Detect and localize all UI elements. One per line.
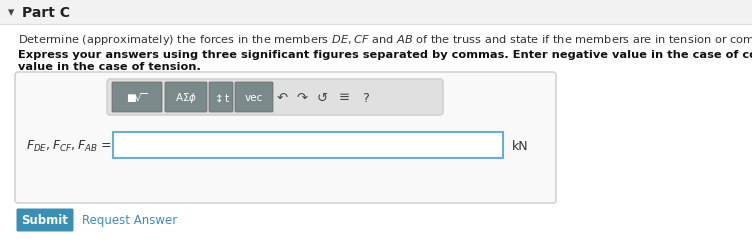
Text: A$\Sigma\phi$: A$\Sigma\phi$ (175, 91, 197, 105)
FancyBboxPatch shape (113, 133, 503, 158)
Text: $F_{DE}, F_{CF}, F_{AB}$ =: $F_{DE}, F_{CF}, F_{AB}$ = (26, 138, 112, 153)
Text: Part C: Part C (22, 6, 70, 20)
Text: Submit: Submit (22, 214, 68, 227)
FancyBboxPatch shape (107, 80, 443, 115)
FancyBboxPatch shape (165, 83, 207, 113)
Text: ↷: ↷ (296, 91, 308, 104)
Text: ?: ? (362, 91, 369, 104)
Text: ↶: ↶ (277, 91, 287, 104)
Text: vec: vec (245, 93, 263, 103)
Text: $\blacksquare\!\sqrt{\,}$: $\blacksquare\!\sqrt{\,}$ (126, 91, 147, 104)
FancyBboxPatch shape (0, 0, 752, 25)
FancyBboxPatch shape (235, 83, 273, 113)
Text: ▾: ▾ (8, 7, 14, 19)
Text: $\updownarrow$t: $\updownarrow$t (211, 92, 230, 103)
Text: ≡: ≡ (338, 91, 350, 104)
Text: Determine (approximately) the forces in the members $DE, CF$ and $AB$ of the tru: Determine (approximately) the forces in … (18, 33, 752, 47)
FancyBboxPatch shape (209, 83, 233, 113)
Text: value in the case of tension.: value in the case of tension. (18, 62, 201, 72)
FancyBboxPatch shape (15, 73, 556, 203)
FancyBboxPatch shape (112, 83, 162, 113)
Text: ↺: ↺ (317, 91, 328, 104)
Text: Express your answers using three significant figures separated by commas. Enter : Express your answers using three signifi… (18, 50, 752, 60)
Text: Request Answer: Request Answer (82, 214, 177, 227)
Text: kN: kN (512, 139, 529, 152)
FancyBboxPatch shape (17, 209, 74, 232)
